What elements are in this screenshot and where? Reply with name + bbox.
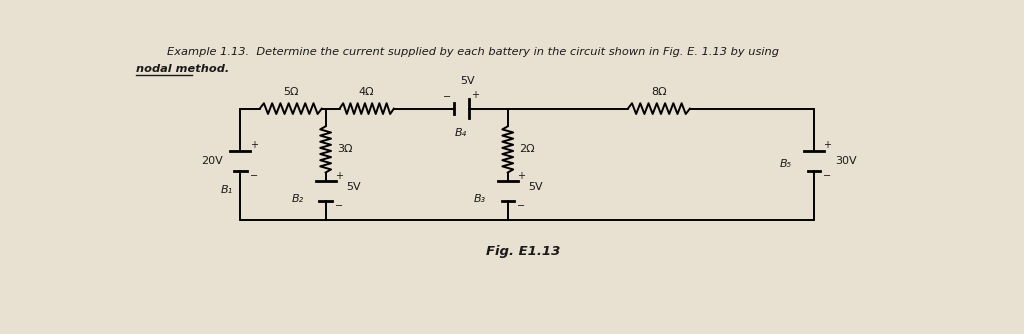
Text: +: +: [335, 171, 343, 181]
Text: B₂: B₂: [292, 194, 304, 204]
Text: 30V: 30V: [836, 156, 857, 166]
Text: 4Ω: 4Ω: [358, 87, 375, 97]
Text: B₁: B₁: [220, 185, 232, 195]
Text: B₅: B₅: [780, 159, 793, 169]
Text: 8Ω: 8Ω: [651, 87, 667, 97]
Text: B₄: B₄: [456, 128, 467, 138]
Text: −: −: [823, 171, 831, 181]
Text: +: +: [517, 171, 525, 181]
Text: +: +: [471, 90, 479, 100]
Text: 3Ω: 3Ω: [337, 144, 352, 154]
Text: −: −: [335, 201, 343, 211]
Text: Example 1.13.  Determine the current supplied by each battery in the circuit sho: Example 1.13. Determine the current supp…: [167, 47, 778, 57]
Text: +: +: [250, 140, 258, 150]
Text: −: −: [517, 201, 525, 211]
Text: 20V: 20V: [202, 156, 223, 166]
Text: 2Ω: 2Ω: [519, 144, 535, 154]
Text: 5V: 5V: [460, 75, 475, 86]
Text: 5V: 5V: [528, 182, 543, 192]
Text: nodal method.: nodal method.: [136, 64, 229, 74]
Text: B₃: B₃: [474, 194, 486, 204]
Text: Fig. E1.13: Fig. E1.13: [486, 244, 560, 258]
Text: +: +: [823, 140, 831, 150]
Text: −: −: [443, 92, 452, 102]
Text: 5V: 5V: [346, 182, 360, 192]
Text: −: −: [250, 171, 258, 181]
Text: 5Ω: 5Ω: [283, 87, 299, 97]
